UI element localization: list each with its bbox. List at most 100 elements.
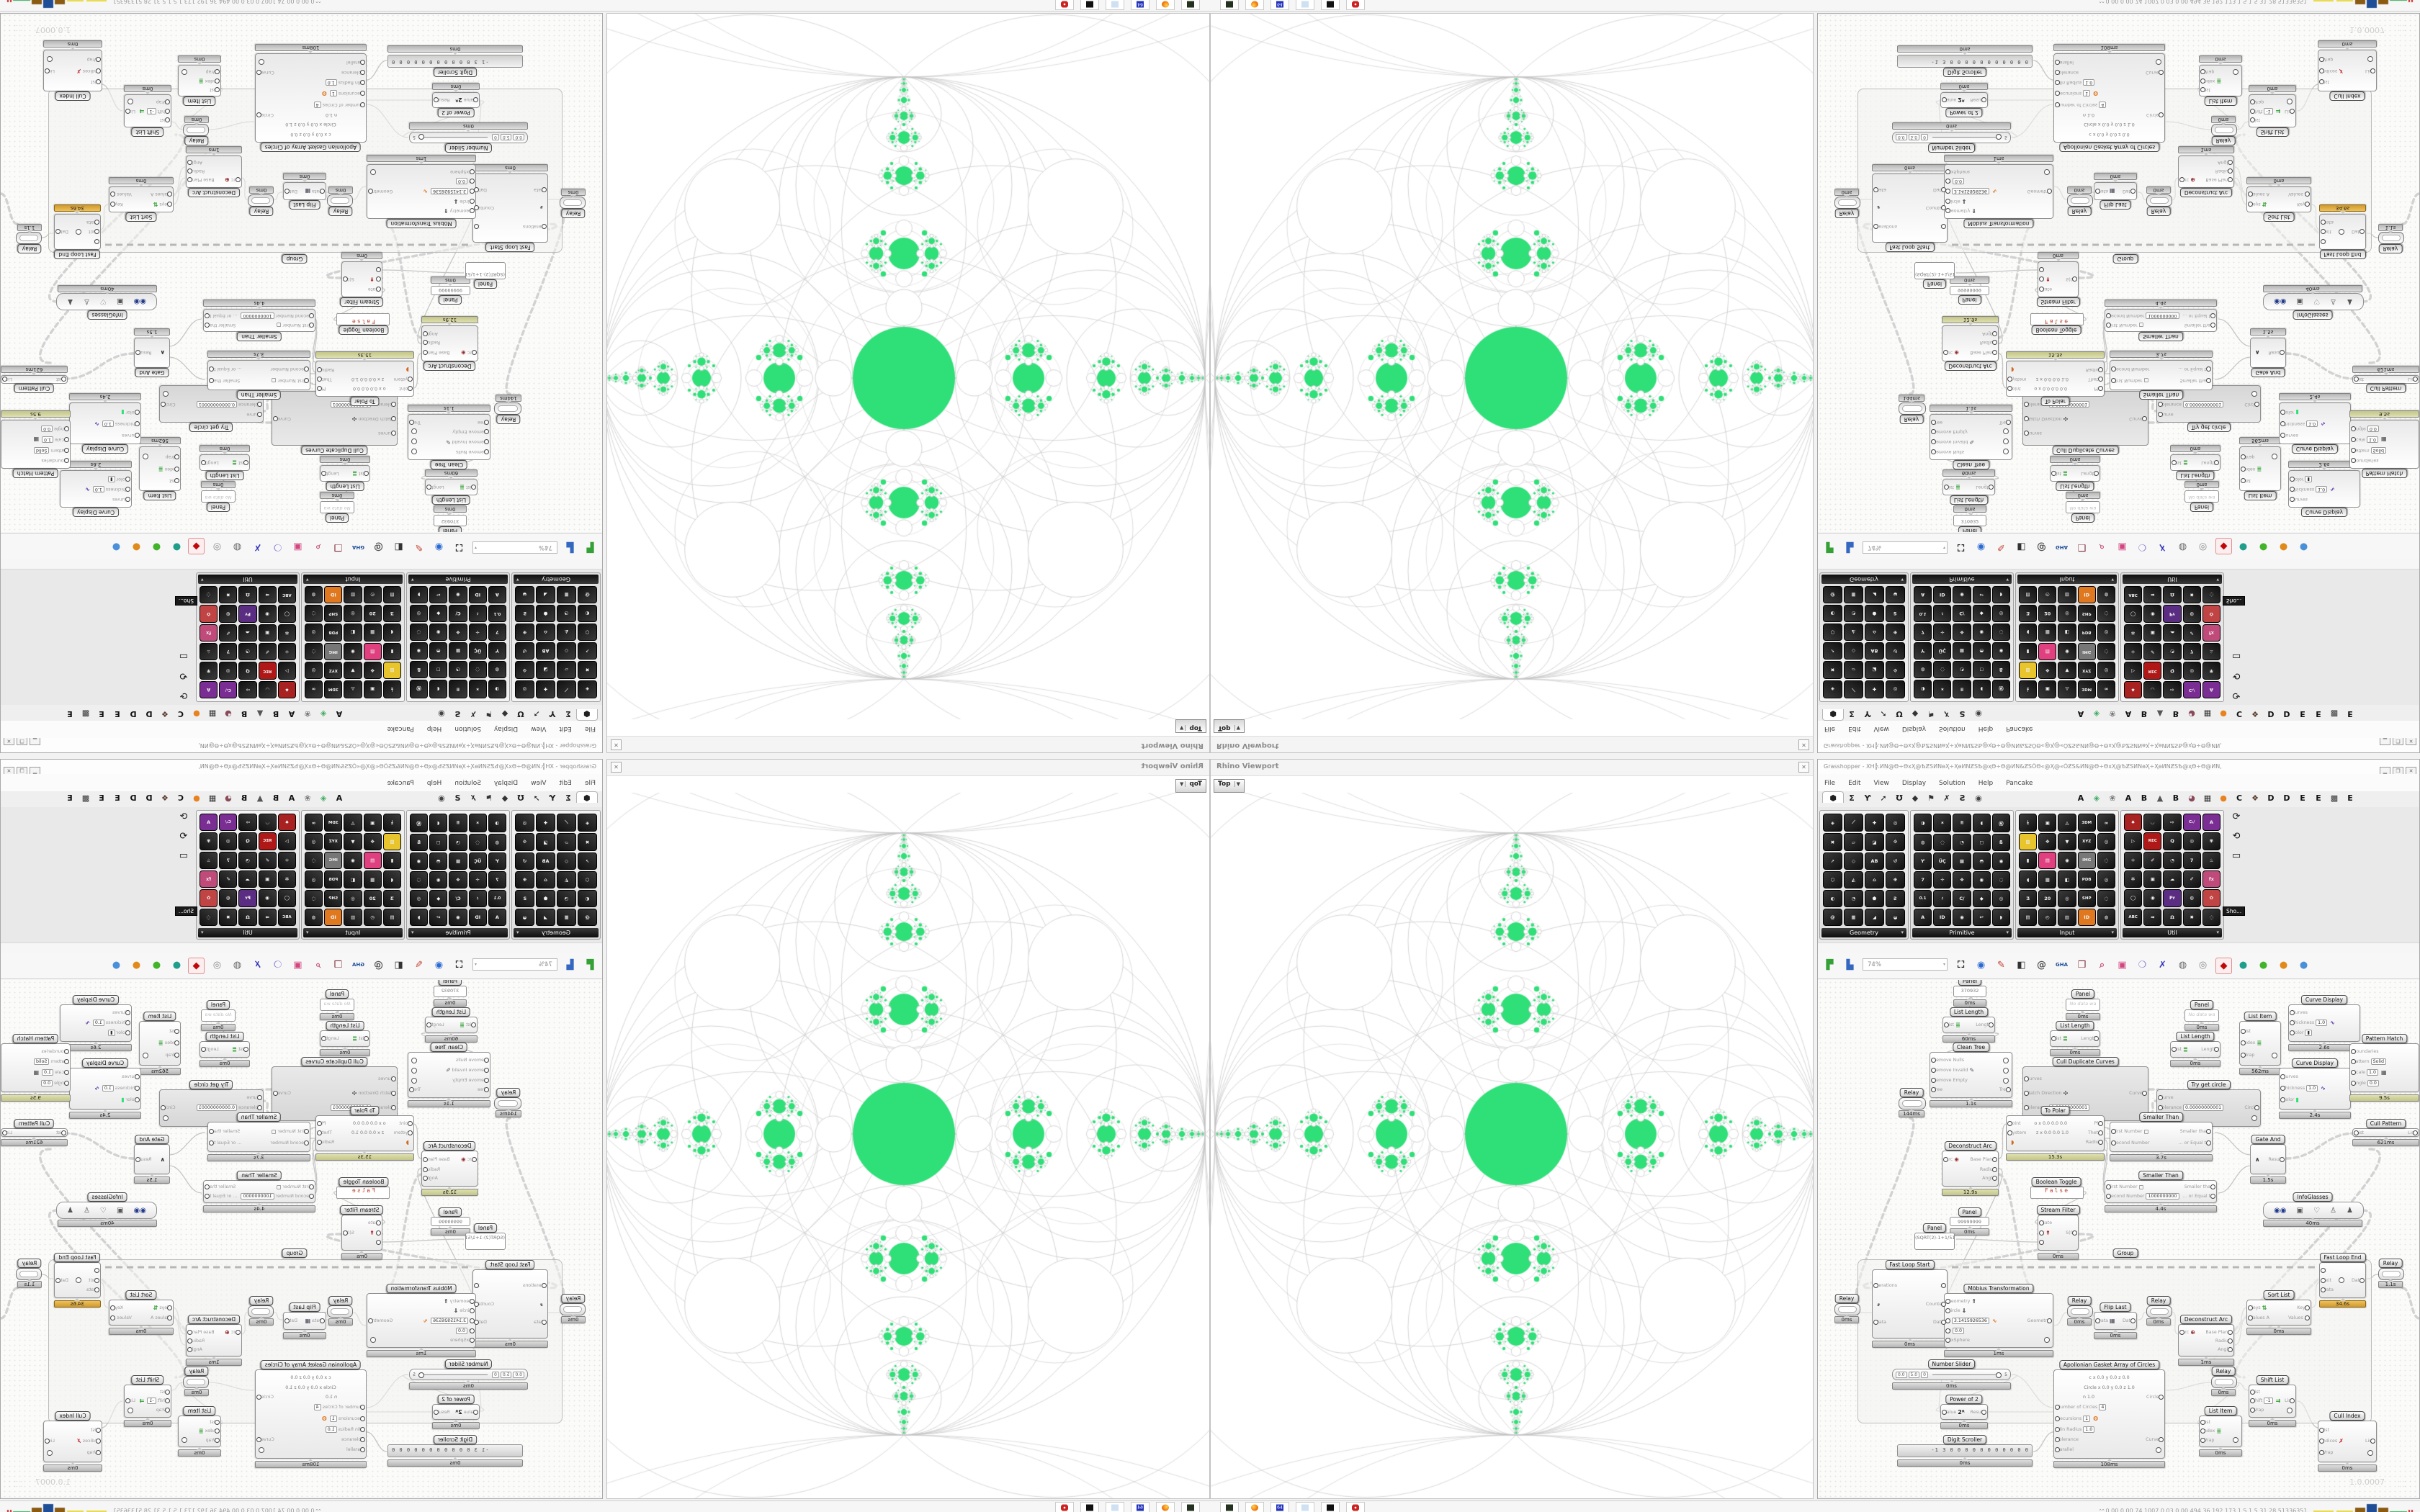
- component-icon[interactable]: ▤: [2038, 852, 2057, 870]
- gh-node-relay[interactable]: Relay 0ms: [560, 189, 586, 218]
- component-icon[interactable]: ◪: [536, 833, 555, 851]
- gh-node-list-item[interactable]: List Item List Index ≣ Wrap 562ms: [2239, 1012, 2281, 1075]
- gh-node-list-length[interactable]: List Length List ≣ Length 60ms: [425, 1007, 478, 1043]
- balloon-icon[interactable]: ❍: [273, 960, 282, 971]
- component-icon[interactable]: ◉: [2143, 605, 2162, 623]
- open-file-icon[interactable]: ▛: [1826, 541, 1834, 552]
- component-icon[interactable]: ◍: [2182, 605, 2201, 623]
- component-icon[interactable]: ✚: [1865, 680, 1884, 698]
- pink-box-icon[interactable]: ▣: [293, 960, 302, 971]
- component-icon[interactable]: 7: [219, 643, 238, 661]
- component-icon[interactable]: ◎: [344, 605, 362, 623]
- component-icon[interactable]: C:/: [2182, 814, 2201, 832]
- component-icon[interactable]: Ƴ: [488, 852, 506, 870]
- component-icon[interactable]: ✾: [2202, 832, 2220, 850]
- tab-8[interactable]: Ƨ: [1960, 793, 1966, 803]
- menu-help[interactable]: Help: [426, 725, 442, 732]
- component-icon[interactable]: ◉: [1953, 909, 1971, 926]
- component-icon[interactable]: C/: [449, 890, 467, 907]
- component-icon[interactable]: ✶: [468, 680, 487, 698]
- green-ball-icon[interactable]: ●: [152, 960, 161, 971]
- gh-node-panel[interactable]: Panel No data wa 0ms: [201, 481, 236, 512]
- component-icon[interactable]: ♨: [2202, 851, 2220, 869]
- tab-3[interactable]: ➚: [1880, 709, 1887, 719]
- gh-node-relay[interactable]: Relay 144ms: [1899, 1088, 1926, 1117]
- gh-node-gate-and[interactable]: Gate And ∧ Result 1.5s: [134, 1135, 170, 1184]
- component-icon[interactable]: ♯: [1933, 890, 1952, 907]
- pink-box-icon[interactable]: ▣: [293, 541, 302, 552]
- component-icon[interactable]: Ʒ: [382, 889, 401, 907]
- component-icon[interactable]: ✥: [2038, 833, 2057, 851]
- swap-icon[interactable]: ✗: [254, 960, 261, 971]
- component-icon[interactable]: Ƴ: [1914, 852, 1932, 870]
- component-icon[interactable]: ➡: [2143, 908, 2162, 926]
- component-icon[interactable]: ♠: [2124, 814, 2143, 832]
- component-icon[interactable]: ⌂: [1865, 871, 1884, 888]
- component-icon[interactable]: ◈: [578, 680, 597, 698]
- gh-node-panel[interactable]: Panel 99999999 0ms: [431, 1207, 470, 1236]
- gh-node-panel[interactable]: Panel No data wa 0ms: [320, 492, 354, 523]
- gh-node-relay[interactable]: Relay 1.1s: [2378, 1259, 2404, 1288]
- gh-node-list-length[interactable]: List Length List ≣ Length 0ms: [320, 456, 370, 491]
- tab-13[interactable]: A: [288, 793, 295, 803]
- component-icon[interactable]: ♯: [468, 605, 487, 622]
- tab-12[interactable]: ❀: [2109, 709, 2116, 719]
- component-icon[interactable]: ◖: [1972, 814, 1991, 832]
- component-icon[interactable]: ✖: [1823, 661, 1842, 679]
- save-file-icon[interactable]: ▙: [1846, 541, 1854, 552]
- component-icon[interactable]: ◭: [1844, 871, 1863, 888]
- component-icon[interactable]: ♠: [2124, 680, 2143, 698]
- menu-file[interactable]: File: [1824, 780, 1836, 787]
- image-window-icon[interactable]: ❒: [2077, 960, 2087, 971]
- hat-icon[interactable]: ◍: [2178, 541, 2187, 552]
- component-icon[interactable]: ◉: [1991, 852, 2010, 870]
- green-ball-icon[interactable]: ●: [2259, 541, 2268, 552]
- palette-label-input[interactable]: Input ▾: [2017, 575, 2117, 584]
- tab-19[interactable]: ●: [2220, 709, 2227, 719]
- component-icon[interactable]: ▩: [449, 642, 467, 660]
- component-icon[interactable]: ◖: [2019, 870, 2038, 888]
- component-icon[interactable]: ABC: [2124, 586, 2143, 604]
- component-icon[interactable]: ✚: [536, 680, 555, 698]
- gh-node-group[interactable]: Group: [280, 1248, 309, 1258]
- component-icon[interactable]: fx: [200, 870, 218, 888]
- tab-17[interactable]: ◕: [2188, 709, 2195, 719]
- component-icon[interactable]: ◉: [2058, 642, 2076, 660]
- tab-18[interactable]: ▦: [2203, 709, 2212, 719]
- tab-2[interactable]: Ƴ: [1864, 793, 1871, 803]
- component-icon[interactable]: ▼: [344, 661, 362, 679]
- tab-18[interactable]: ▦: [208, 793, 217, 803]
- component-icon[interactable]: ⬟: [1865, 890, 1884, 907]
- component-icon[interactable]: ◓: [1972, 642, 1991, 660]
- component-icon[interactable]: ⤓: [382, 680, 401, 698]
- component-icon[interactable]: ABC: [2124, 908, 2143, 926]
- menu-help[interactable]: Help: [426, 780, 442, 787]
- gh-node-clean-tree[interactable]: Clean Tree Remove Nulls Remove Invalid ✎ Rem…: [1930, 1043, 2012, 1107]
- component-icon[interactable]: 3DM: [324, 814, 343, 832]
- cat-icon[interactable]: [1080, 1502, 1099, 1512]
- gh-node-curve-display[interactable]: Curve Display Curves Thickness 1.0 ∿ Color ▮ 2.…: [2288, 995, 2360, 1051]
- component-icon[interactable]: 0.1: [1914, 605, 1932, 622]
- pink-box-icon[interactable]: ▣: [2118, 541, 2127, 552]
- component-icon[interactable]: ▱: [557, 833, 576, 851]
- red-gem-icon[interactable]: ◆: [188, 958, 205, 974]
- tab-9[interactable]: ◉: [1975, 793, 1982, 803]
- overflow-icon[interactable]: ⟲: [2232, 670, 2241, 681]
- gh-node-power-of-2[interactable]: Power of 2 Value 2ᴿ Result 0ms: [1940, 83, 1988, 117]
- component-icon[interactable]: ⟋: [1844, 680, 1863, 698]
- component-icon[interactable]: ◴: [2038, 908, 2057, 926]
- overflow-icon[interactable]: ▭: [2231, 850, 2241, 861]
- component-icon[interactable]: ◻: [429, 661, 448, 678]
- gh-node-boolean-toggle[interactable]: Boolean Toggle False: [2030, 1177, 2084, 1199]
- gh-node-sort-list[interactable]: Sort List Keys ⇅ Keys Values A Values A 0ms: [109, 177, 174, 222]
- tab-6[interactable]: ⚑: [1927, 793, 1935, 803]
- gh-node-sort-list[interactable]: Sort List Keys ⇅ Keys Values A Values A 0ms: [109, 1290, 174, 1335]
- component-icon[interactable]: ◎: [1991, 890, 2010, 907]
- component-icon[interactable]: ß: [410, 834, 429, 851]
- gh-node-group[interactable]: Group: [280, 254, 309, 264]
- component-icon[interactable]: ◇: [1844, 852, 1863, 870]
- component-icon[interactable]: ◭: [1844, 624, 1863, 641]
- gh-node-clean-tree[interactable]: Clean Tree Remove Nulls Remove Invalid ✎ Rem…: [408, 405, 490, 469]
